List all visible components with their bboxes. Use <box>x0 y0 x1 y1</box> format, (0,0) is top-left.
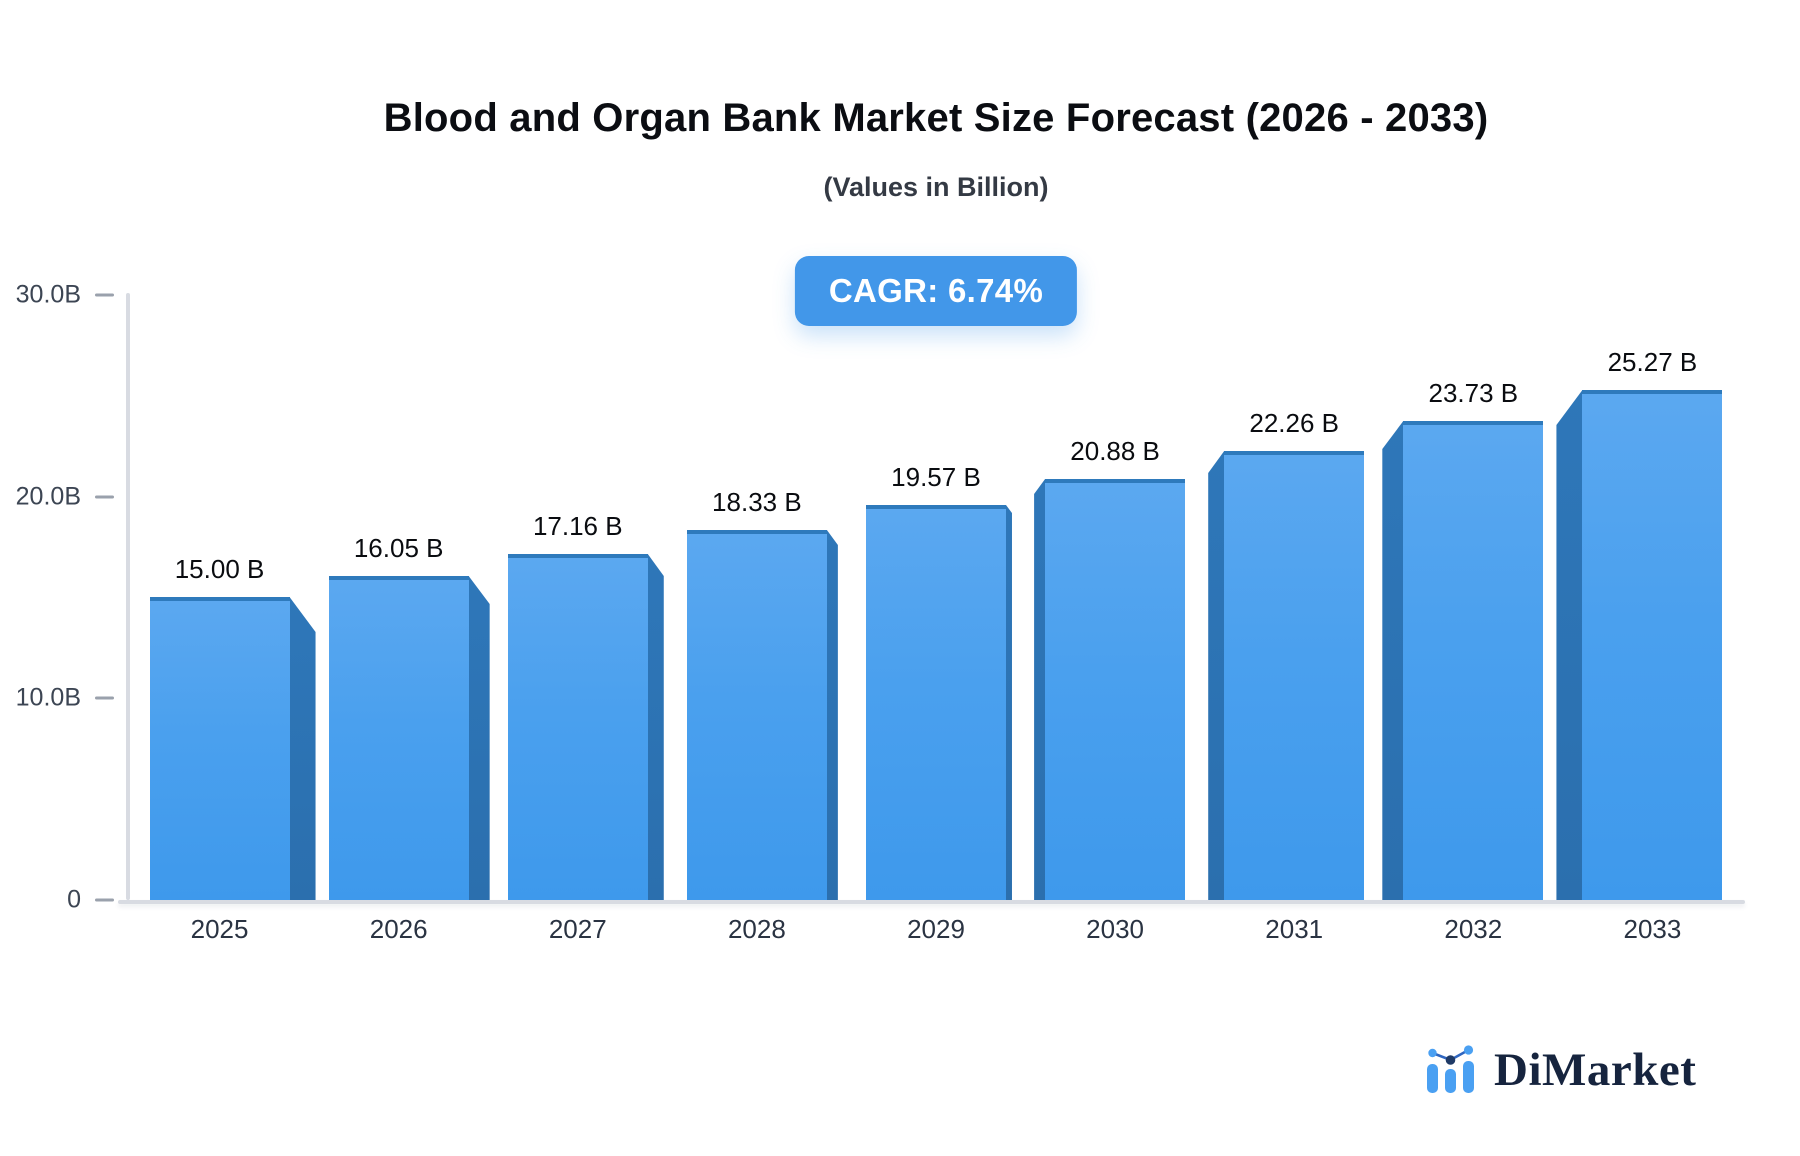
chart-subtitle: (Values in Billion) <box>823 172 1049 202</box>
bar: 19.57 B <box>865 295 1012 900</box>
bar-slot: 19.57 B <box>846 295 1025 900</box>
bar-side-3d <box>1034 479 1046 900</box>
dimarket-logo-text: DiMarket <box>1494 1044 1697 1096</box>
y-axis-tick-label: 30.0B <box>15 280 81 309</box>
x-axis-tick-label: 2029 <box>907 914 965 944</box>
bar: 18.33 B <box>686 295 838 900</box>
x-axis-tick-label: 2031 <box>1265 914 1324 944</box>
bar-face <box>328 576 469 900</box>
y-axis-tick-mark <box>95 293 114 297</box>
bar-face <box>865 505 1006 900</box>
y-axis: 0 10.0B 20.0B 30.0B <box>0 281 124 914</box>
y-axis-tick-mark <box>95 898 114 902</box>
chart-title: Blood and Organ Bank Market Size Forecas… <box>383 96 1489 140</box>
x-axis-tick-label: 2030 <box>1086 914 1145 944</box>
bar-slot: 25.27 B <box>1556 295 1742 900</box>
bar-face <box>686 530 827 900</box>
x-axis-tick-label: 2026 <box>369 914 428 944</box>
x-axis-tick-label: 2032 <box>1444 914 1503 944</box>
y-axis-tick-label: 10.0B <box>15 683 81 712</box>
bar-value-label: 18.33 B <box>712 487 802 517</box>
bar-slot: 16.05 B <box>309 295 490 900</box>
bar-value-label: 19.57 B <box>891 462 981 492</box>
y-axis-tick: 0 <box>67 886 124 915</box>
x-axis-tick-label: 2028 <box>727 914 786 944</box>
bar: 25.27 B <box>1556 295 1723 900</box>
y-axis-tick-mark <box>95 495 114 499</box>
y-axis-tick-label: 20.0B <box>15 482 81 511</box>
bar-face <box>1582 390 1723 900</box>
x-axis-tick-label: 2027 <box>548 914 607 944</box>
bar: 20.88 B <box>1034 295 1186 900</box>
bar-face <box>507 554 648 900</box>
bar-face <box>1045 479 1186 900</box>
x-axis-tick-label: 2033 <box>1623 914 1682 944</box>
bar-slot: 15.00 B <box>130 295 316 900</box>
plot-area: 15.00 B 16.05 B 17.16 B 18.33 B 19.57 B 20.88… <box>118 293 1745 904</box>
bar-value-label: 22.26 B <box>1249 408 1340 438</box>
bar-value-label: 16.05 B <box>353 533 444 563</box>
bar: 16.05 B <box>328 295 490 900</box>
bar: 15.00 B <box>149 295 316 900</box>
y-axis-line <box>126 293 130 900</box>
bar-slot: 23.73 B <box>1382 295 1563 900</box>
y-axis-tick: 10.0B <box>16 684 124 713</box>
bar-face <box>1403 421 1544 900</box>
bar-value-label: 17.16 B <box>532 511 623 541</box>
y-axis-tick: 30.0B <box>16 281 124 310</box>
bar-value-label: 20.88 B <box>1070 436 1160 466</box>
x-axis-line <box>118 900 1745 904</box>
cagr-badge: CAGR: 6.74% <box>794 256 1078 326</box>
bar-face <box>149 597 290 900</box>
bar-side-3d <box>1208 451 1225 900</box>
y-axis-tick-mark <box>95 696 114 700</box>
bar-side-3d <box>647 554 664 900</box>
bar-side-3d <box>1382 421 1404 900</box>
bar: 22.26 B <box>1208 295 1365 900</box>
bar-side-3d <box>1005 505 1012 900</box>
bar-slot: 22.26 B <box>1205 295 1384 900</box>
bar: 17.16 B <box>507 295 664 900</box>
bar: 23.73 B <box>1382 295 1544 900</box>
x-axis-tick-label: 2025 <box>190 914 249 944</box>
bar-side-3d <box>826 530 838 900</box>
dimarket-chart-icon <box>1427 1045 1474 1093</box>
x-axis-labels: 2025 2026 2027 2028 2029 2030 2031 2032 2033 <box>130 914 1742 945</box>
bar-slot: 17.16 B <box>488 295 667 900</box>
dimarket-logo: DiMarket <box>1420 1040 1696 1100</box>
bar-face <box>1224 451 1365 900</box>
y-axis-tick-label: 0 <box>67 885 81 914</box>
bar-side-3d <box>1556 390 1583 900</box>
bar-value-label: 15.00 B <box>174 554 265 584</box>
bar-value-label: 25.27 B <box>1607 347 1698 377</box>
y-axis-tick: 20.0B <box>16 482 124 511</box>
bar-slot: 20.88 B <box>1026 295 1205 900</box>
bars-container: 15.00 B 16.05 B 17.16 B 18.33 B 19.57 B 20.88… <box>130 295 1742 900</box>
bar-slot: 18.33 B <box>667 295 846 900</box>
bar-side-3d <box>468 576 490 900</box>
bar-value-label: 23.73 B <box>1428 378 1519 408</box>
bar-side-3d <box>289 597 316 900</box>
